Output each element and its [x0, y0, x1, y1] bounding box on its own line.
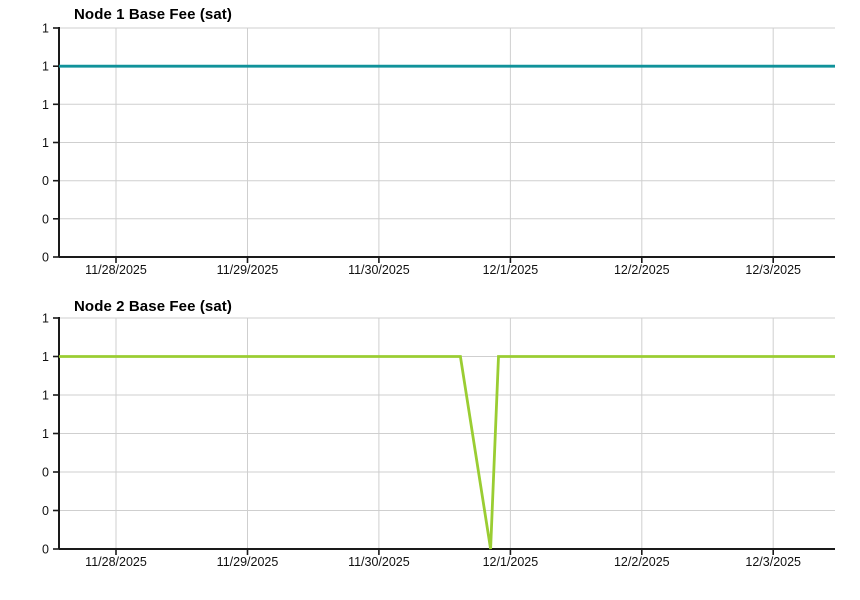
y-tick-label: 1 — [42, 60, 49, 74]
x-tick-label: 12/1/2025 — [483, 555, 539, 569]
node1-base-fee-chart: Node 1 Base Fee (sat) 1 1 1 1 0 0 0 11/28/2025 1… — [0, 0, 860, 290]
y-tick-label: 0 — [42, 174, 49, 188]
x-tick-label: 11/29/2025 — [217, 263, 279, 277]
x-tick-label: 12/1/2025 — [483, 263, 539, 277]
x-tick-label: 11/28/2025 — [85, 263, 147, 277]
x-tick-label: 11/30/2025 — [348, 263, 410, 277]
node2-chart-title: Node 2 Base Fee (sat) — [74, 298, 232, 315]
series-line-node2-base-fee — [59, 355, 835, 550]
y-tick-label: 1 — [42, 389, 49, 403]
y-tick-label: 1 — [42, 98, 49, 112]
y-tick-label: 1 — [42, 22, 49, 36]
y-tick-label: 1 — [42, 136, 49, 150]
node2-base-fee-chart: Node 2 Base Fee (sat) 1 1 1 1 0 0 0 11/28/2025 1… — [0, 290, 860, 600]
node2-chart-plot: 1 1 1 1 0 0 0 11/28/2025 11/29/2025 11/30/2025 12/… — [42, 312, 835, 569]
x-tick-label: 12/3/2025 — [745, 263, 801, 277]
y-tick-label: 1 — [42, 427, 49, 441]
node1-chart-plot: 1 1 1 1 0 0 0 11/28/2025 11/29/2025 11/30/2025 12/… — [42, 22, 835, 277]
x-tick-label: 11/29/2025 — [217, 555, 279, 569]
y-tick-label: 1 — [42, 312, 49, 326]
y-tick-label: 0 — [42, 504, 49, 518]
x-tick-label: 12/2/2025 — [614, 555, 670, 569]
node1-chart-title: Node 1 Base Fee (sat) — [74, 6, 232, 23]
y-tick-label: 0 — [42, 543, 49, 557]
y-tick-label: 1 — [42, 350, 49, 364]
y-tick-label: 0 — [42, 212, 49, 226]
x-tick-label: 12/2/2025 — [614, 263, 670, 277]
y-tick-label: 0 — [42, 466, 49, 480]
y-tick-label: 0 — [42, 251, 49, 265]
x-tick-label: 11/28/2025 — [85, 555, 147, 569]
x-tick-label: 11/30/2025 — [348, 555, 410, 569]
x-tick-label: 12/3/2025 — [745, 555, 801, 569]
